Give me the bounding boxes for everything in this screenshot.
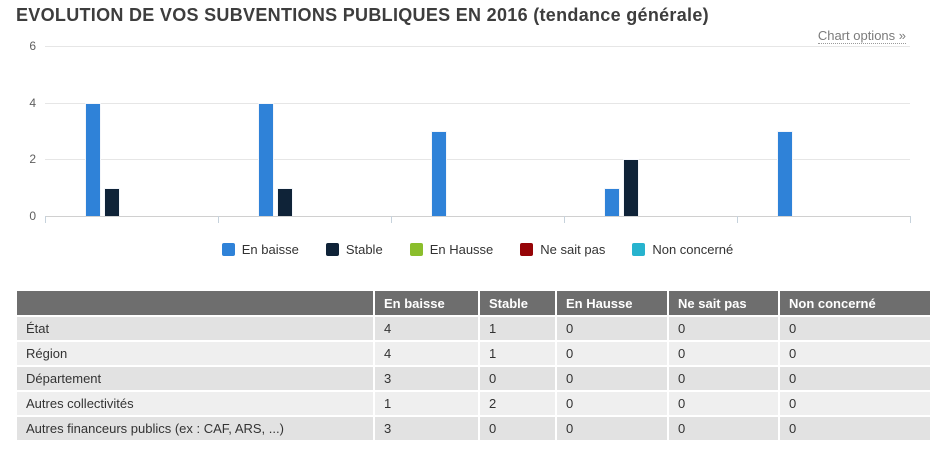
cell-value: 2 [478, 390, 557, 417]
x-axis-tick [910, 216, 911, 223]
cell-value: 0 [778, 365, 932, 392]
results-table-header: En baisse Stable En Hausse Ne sait pas Non c… [15, 289, 932, 317]
column-header-blank [15, 289, 375, 317]
cell-value: 0 [667, 415, 780, 442]
cell-value: 4 [373, 340, 480, 367]
cell-value: 0 [478, 365, 557, 392]
bar-en-baisse-cat3 [603, 187, 620, 216]
cell-value: 0 [778, 340, 932, 367]
table-row: Département 3 0 0 0 0 [15, 365, 932, 392]
bar-en-baisse-cat4 [776, 131, 793, 216]
bar-stable-cat1 [277, 187, 294, 216]
cell-value: 0 [555, 365, 669, 392]
bar-en-baisse-cat2 [430, 131, 447, 216]
legend-label: Stable [345, 242, 383, 257]
bar-en-baisse-cat0 [84, 102, 101, 216]
row-label: Département [15, 365, 375, 392]
chart-options-link[interactable]: Chart options » [817, 28, 906, 44]
column-header-ne-sait-pas: Ne sait pas [667, 289, 780, 317]
y-axis-label-6: 6 [29, 39, 36, 53]
bar-stable-cat3 [623, 159, 640, 216]
cell-value: 3 [373, 365, 480, 392]
cell-value: 0 [667, 365, 780, 392]
cell-value: 0 [778, 315, 932, 342]
cell-value: 0 [778, 390, 932, 417]
gridline-y0 [45, 216, 910, 217]
legend-swatch-icon [221, 243, 235, 256]
legend-label: Non concerné [652, 242, 734, 257]
legend-swatch-icon [632, 243, 646, 256]
column-header-stable: Stable [478, 289, 557, 317]
bar-stable-cat0 [104, 187, 121, 216]
legend-label: En baisse [241, 242, 299, 257]
legend-label: Ne sait pas [540, 242, 606, 257]
cell-value: 0 [555, 390, 669, 417]
cell-value: 1 [478, 315, 557, 342]
x-axis-tick [564, 216, 565, 223]
cell-value: 3 [373, 415, 480, 442]
legend-item-ne-sait-pas[interactable]: Ne sait pas [520, 242, 605, 257]
cell-value: 1 [478, 340, 557, 367]
row-label: Autres collectivités [15, 390, 375, 417]
legend-label: En Hausse [429, 242, 494, 257]
y-axis-label-2: 2 [29, 152, 36, 167]
cell-value: 0 [555, 340, 669, 367]
cell-value: 0 [667, 390, 780, 417]
legend-swatch-icon [325, 243, 339, 256]
table-row: État 4 1 0 0 0 [15, 315, 932, 342]
page-title: EVOLUTION DE VOS SUBVENTIONS PUBLIQUES E… [16, 5, 709, 25]
legend-swatch-icon [409, 243, 423, 256]
cell-value: 0 [555, 315, 669, 342]
legend-swatch-icon [520, 243, 534, 256]
column-header-en-hausse: En Hausse [555, 289, 669, 317]
y-axis-label-4: 4 [29, 95, 36, 110]
row-label: État [15, 315, 375, 342]
cell-value: 0 [667, 340, 780, 367]
grouped-bar-chart: 6 4 2 0 En baisse Stable En Hausse Ne sait pas… [0, 39, 939, 271]
y-axis-label-0: 0 [29, 209, 36, 223]
bar-en-baisse-cat1 [257, 102, 274, 216]
cell-value: 0 [778, 415, 932, 442]
x-axis-tick [737, 216, 738, 223]
cell-value: 1 [373, 390, 480, 417]
gridline-y6 [45, 46, 910, 47]
legend-item-stable[interactable]: Stable [325, 242, 383, 257]
gridline-y4 [45, 102, 910, 104]
cell-value: 0 [555, 415, 669, 442]
x-axis-tick [45, 216, 46, 223]
legend-item-non-concern-[interactable]: Non concerné [632, 242, 733, 257]
x-axis-tick [218, 216, 219, 223]
cell-value: 0 [478, 415, 557, 442]
legend-item-en-baisse[interactable]: En baisse [221, 242, 299, 257]
table-row: Autres financeurs publics (ex : CAF, ARS… [15, 415, 932, 442]
x-axis-tick [391, 216, 392, 223]
cell-value: 0 [667, 315, 780, 342]
table-row: Autres collectivités 1 2 0 0 0 [15, 390, 932, 417]
column-header-en-baisse: En baisse [373, 289, 480, 317]
cell-value: 4 [373, 315, 480, 342]
legend-item-en-hausse[interactable]: En Hausse [409, 242, 494, 257]
gridline-y2 [45, 159, 910, 161]
table-row: Région 4 1 0 0 0 [15, 340, 932, 367]
row-label: Autres financeurs publics (ex : CAF, ARS… [15, 415, 375, 442]
chart-legend: En baisse Stable En Hausse Ne sait pas Non c… [45, 242, 910, 257]
results-table: En baisse Stable En Hausse Ne sait pas Non c… [15, 289, 932, 442]
column-header-non-concern-: Non concerné [778, 289, 932, 317]
row-label: Région [15, 340, 375, 367]
chart-plot-area [45, 46, 911, 223]
